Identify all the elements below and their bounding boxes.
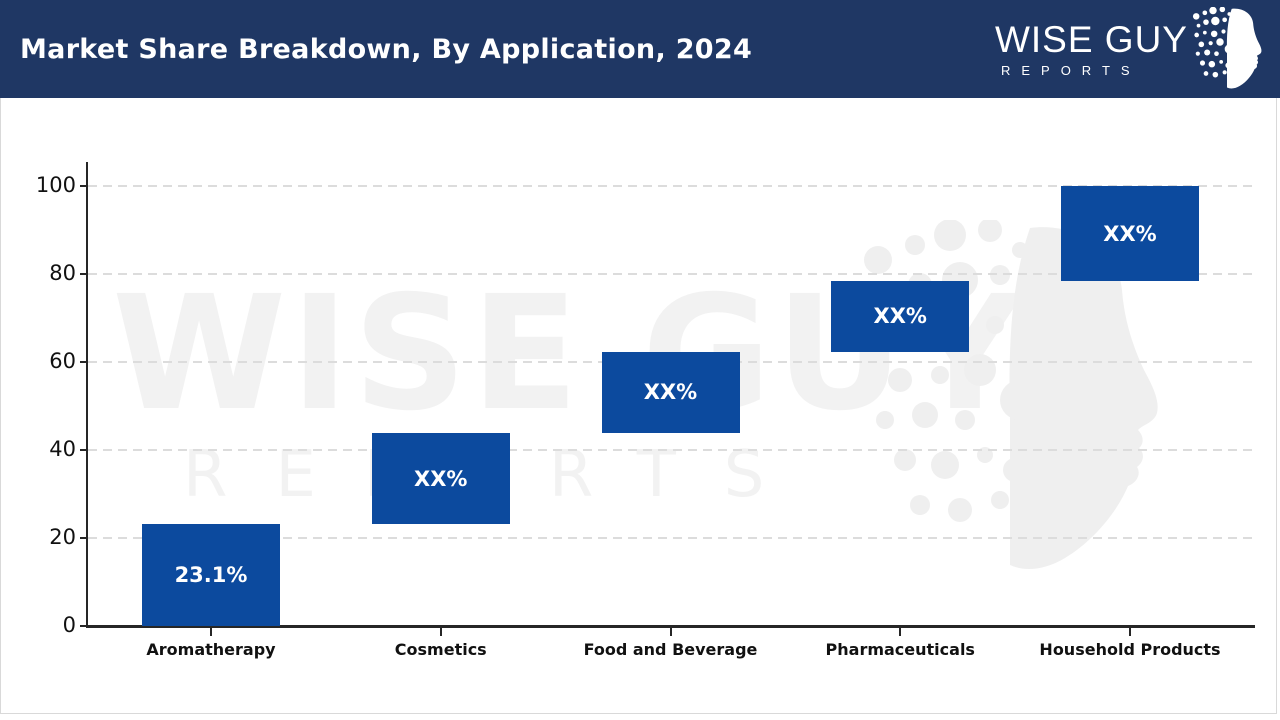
y-tick-80: [80, 273, 88, 275]
bar-aromatherapy: 23.1%: [142, 524, 280, 626]
bar-value-label: XX%: [873, 304, 927, 329]
y-tick-label-100: 100: [35, 173, 76, 197]
x-axis-label-aromatherapy: Aromatherapy: [146, 640, 276, 659]
x-tick-food-and-beverage: [669, 628, 672, 636]
bar-food-and-beverage: XX%: [601, 351, 740, 433]
y-tick-label-0: 0: [62, 613, 76, 637]
gridline-100: [88, 185, 1255, 187]
x-axis-label-pharmaceuticals: Pharmaceuticals: [825, 640, 975, 659]
brand-logo: WISE GUY REPORTS: [995, 7, 1264, 91]
gridline-40: [88, 449, 1255, 451]
y-tick-40: [80, 449, 88, 451]
x-tick-aromatherapy: [210, 628, 212, 636]
brand-subtitle: REPORTS: [1000, 62, 1141, 78]
bar-household-products: XX%: [1061, 186, 1199, 282]
header-bar: Market Share Breakdown, By Application, …: [0, 0, 1280, 98]
bar-value-label: 23.1%: [174, 563, 248, 588]
y-tick-label-80: 80: [49, 261, 76, 285]
x-axis-label-household-products: Household Products: [1039, 640, 1221, 659]
y-axis-line: [86, 162, 88, 628]
x-tick-household-products: [1129, 628, 1131, 636]
y-tick-100: [80, 185, 88, 187]
y-tick-20: [80, 537, 88, 539]
x-axis-label-cosmetics: Cosmetics: [394, 640, 487, 659]
brand-head-icon: [1192, 7, 1262, 89]
x-tick-pharmaceuticals: [899, 628, 902, 636]
x-axis-line: [86, 625, 1255, 628]
x-tick-cosmetics: [439, 628, 442, 636]
y-tick-label-40: 40: [49, 437, 76, 461]
y-tick-60: [80, 361, 88, 363]
bar-cosmetics: XX%: [371, 432, 510, 525]
bar-value-label: XX%: [643, 380, 698, 405]
bar-value-label: XX%: [1103, 221, 1157, 246]
bar-pharmaceuticals: XX%: [831, 281, 970, 352]
brand-logo-text: WISE GUY REPORTS: [995, 21, 1188, 78]
gridline-20: [88, 537, 1255, 539]
bar-value-label: XX%: [414, 466, 468, 491]
page-title: Market Share Breakdown, By Application, …: [20, 33, 753, 65]
y-tick-label-20: 20: [49, 525, 76, 549]
x-axis-label-food-and-beverage: Food and Beverage: [583, 640, 758, 659]
gridline-80: [88, 273, 1255, 275]
y-tick-0: [80, 625, 88, 627]
y-tick-label-60: 60: [49, 349, 76, 373]
brand-name: WISE GUY: [994, 18, 1188, 60]
